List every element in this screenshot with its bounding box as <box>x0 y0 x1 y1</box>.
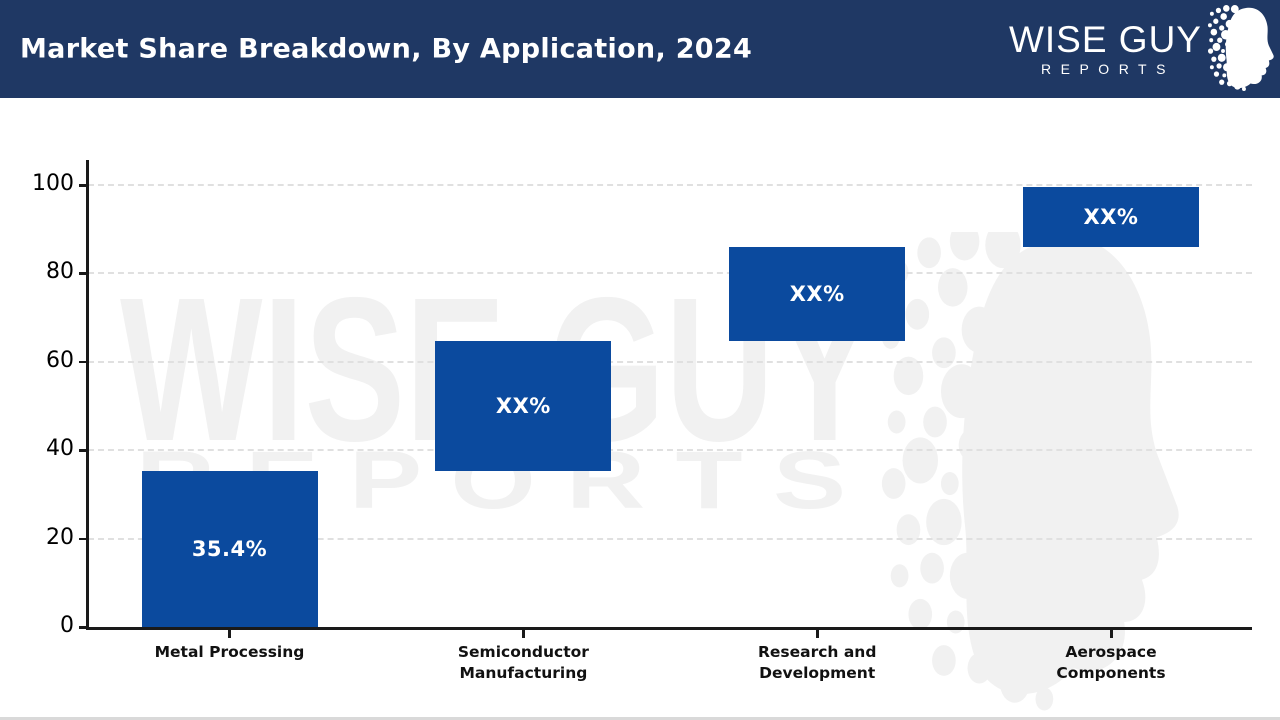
brand-logo: WISE GUY REPORTS <box>1009 4 1278 94</box>
x-tick-mark <box>815 630 819 638</box>
y-tick-label: 40 <box>46 436 74 462</box>
header-bar: Market Share Breakdown, By Application, … <box>0 0 1280 98</box>
bar-segment: XX% <box>435 340 612 471</box>
bottom-border <box>0 717 1280 720</box>
y-tick-mark <box>79 537 88 541</box>
brand-name: WISE GUY <box>1008 19 1202 60</box>
y-axis-line <box>86 160 89 630</box>
gridline <box>88 184 1252 186</box>
x-tick-mark <box>521 630 525 638</box>
y-tick-mark <box>79 449 88 452</box>
y-tick-mark <box>79 184 88 187</box>
bar-value-label: 35.4% <box>191 536 268 561</box>
bar-segment: 35.4% <box>141 470 318 627</box>
x-axis-line <box>86 627 1252 630</box>
page-title: Market Share Breakdown, By Application, … <box>20 33 753 65</box>
gridline <box>88 537 1252 540</box>
wiseguy-face-logo-icon <box>1207 5 1274 91</box>
brand-subtitle: REPORTS <box>1041 61 1175 77</box>
brand-logo-text: WISE GUY REPORTS <box>1009 21 1202 77</box>
y-tick-mark <box>79 272 88 275</box>
gridline <box>88 449 1252 452</box>
y-tick-label: 100 <box>32 171 74 196</box>
x-category-label: Metal Processing <box>154 643 305 661</box>
bar-value-label: XX% <box>1083 205 1139 230</box>
x-category-label: Semiconductor Manufacturing <box>457 643 589 682</box>
bar-value-label: XX% <box>789 281 845 306</box>
y-tick-mark <box>79 360 88 364</box>
gridline <box>88 360 1252 363</box>
bar-value-label: XX% <box>495 393 551 418</box>
bar-segment: XX% <box>729 247 906 341</box>
gridline <box>88 272 1252 275</box>
x-tick-mark <box>228 630 231 638</box>
y-tick-label: 80 <box>46 259 74 285</box>
watermark-face-icon <box>881 222 1179 711</box>
bar-segment: XX% <box>1023 187 1199 248</box>
y-tick-label: 0 <box>60 613 74 638</box>
x-tick-mark <box>1109 630 1113 638</box>
y-tick-mark <box>79 626 88 629</box>
x-category-label: Aerospace Components <box>1056 643 1166 682</box>
y-tick-label: 60 <box>46 347 74 373</box>
x-category-label: Research and Development <box>757 643 877 682</box>
y-tick-label: 20 <box>46 524 74 550</box>
